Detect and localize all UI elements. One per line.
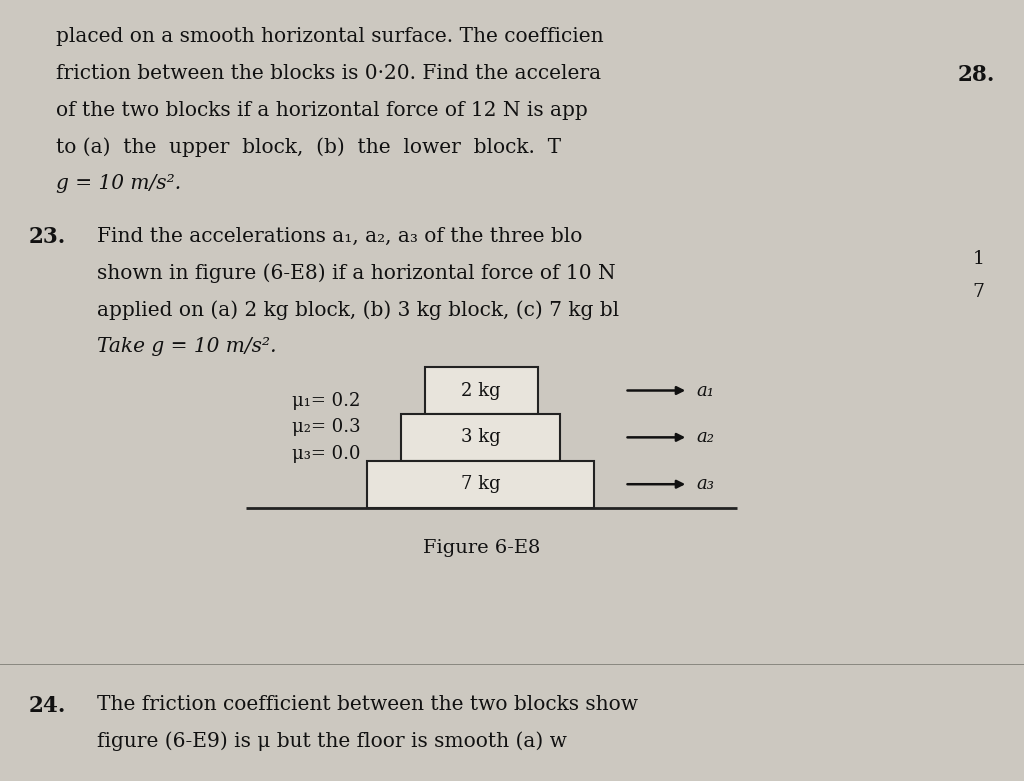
- Text: placed on a smooth horizontal surface. The coefficien: placed on a smooth horizontal surface. T…: [56, 27, 604, 46]
- Text: 7: 7: [973, 283, 985, 301]
- Text: figure (6-E9) is μ but the floor is smooth (a) w: figure (6-E9) is μ but the floor is smoo…: [97, 732, 567, 751]
- Text: 23.: 23.: [29, 226, 66, 248]
- Text: 24.: 24.: [29, 695, 66, 717]
- Text: of the two blocks if a horizontal force of 12 N is app: of the two blocks if a horizontal force …: [56, 101, 588, 119]
- Text: a₁: a₁: [696, 381, 715, 400]
- Text: Find the accelerations a₁, a₂, a₃ of the three blo: Find the accelerations a₁, a₂, a₃ of the…: [97, 226, 583, 245]
- Text: μ₃= 0.0: μ₃= 0.0: [292, 444, 360, 463]
- Text: shown in figure (6-E8) if a horizontal force of 10 N: shown in figure (6-E8) if a horizontal f…: [97, 263, 615, 283]
- Text: 3 kg: 3 kg: [462, 428, 501, 447]
- Text: The friction coefficient between the two blocks show: The friction coefficient between the two…: [97, 695, 638, 714]
- Text: 7 kg: 7 kg: [462, 475, 501, 494]
- Text: Take g = 10 m/s².: Take g = 10 m/s².: [97, 337, 276, 355]
- Text: applied on (a) 2 kg block, (b) 3 kg block, (c) 7 kg bl: applied on (a) 2 kg block, (b) 3 kg bloc…: [97, 300, 620, 319]
- Text: 2 kg: 2 kg: [462, 381, 501, 400]
- Bar: [367, 461, 594, 508]
- Text: 1: 1: [973, 250, 985, 268]
- Text: μ₂= 0.3: μ₂= 0.3: [292, 418, 360, 437]
- Text: g = 10 m/s².: g = 10 m/s².: [56, 174, 181, 193]
- Text: friction between the blocks is 0·20. Find the accelera: friction between the blocks is 0·20. Fin…: [56, 64, 601, 83]
- Text: to (a)  the  upper  block,  (b)  the  lower  block.  T: to (a) the upper block, (b) the lower bl…: [56, 137, 561, 157]
- Text: a₂: a₂: [696, 428, 715, 447]
- Text: Figure 6-E8: Figure 6-E8: [423, 539, 540, 557]
- Bar: [425, 367, 538, 414]
- Text: μ₁= 0.2: μ₁= 0.2: [292, 391, 360, 410]
- Text: a₃: a₃: [696, 475, 715, 494]
- Text: 28.: 28.: [957, 64, 994, 86]
- Bar: [401, 414, 560, 461]
